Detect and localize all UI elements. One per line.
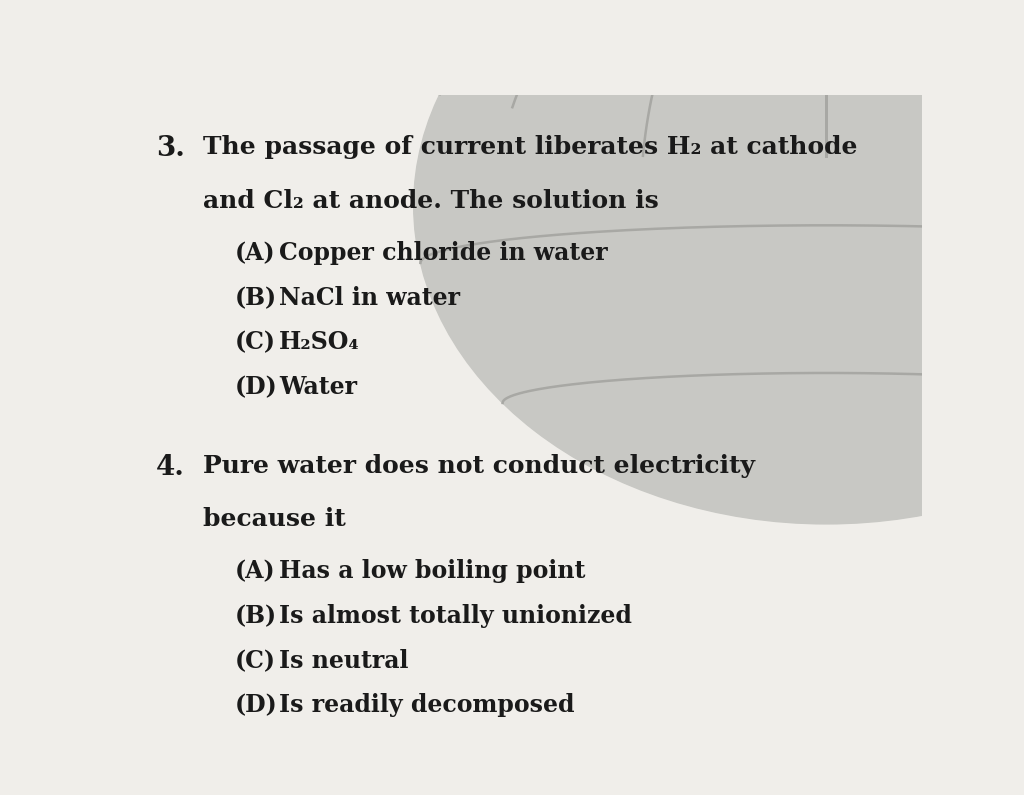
Text: Has a low boiling point: Has a low boiling point [279,560,585,584]
Text: (A): (A) [236,560,275,584]
Text: because it: because it [204,507,346,531]
Text: (B): (B) [236,604,278,628]
Text: Is readily decomposed: Is readily decomposed [279,693,574,717]
Circle shape [414,0,1024,524]
Text: (C): (C) [236,649,276,673]
Text: (D): (D) [236,693,278,717]
Text: 3.: 3. [156,135,184,162]
Text: Water: Water [279,375,356,399]
Text: and Cl₂ at anode. The solution is: and Cl₂ at anode. The solution is [204,189,659,213]
Text: Copper chloride in water: Copper chloride in water [279,241,607,265]
Text: (C): (C) [236,331,276,355]
Text: 4.: 4. [156,453,184,480]
Text: Pure water does not conduct electricity: Pure water does not conduct electricity [204,453,756,478]
Text: (D): (D) [236,375,278,399]
Text: H₂SO₄: H₂SO₄ [279,331,359,355]
Text: The passage of current liberates H₂ at cathode: The passage of current liberates H₂ at c… [204,135,858,159]
Text: Is neutral: Is neutral [279,649,409,673]
Text: (A): (A) [236,241,275,265]
Text: (B): (B) [236,285,278,310]
Text: NaCl in water: NaCl in water [279,285,460,310]
Text: Is almost totally unionized: Is almost totally unionized [279,604,632,628]
